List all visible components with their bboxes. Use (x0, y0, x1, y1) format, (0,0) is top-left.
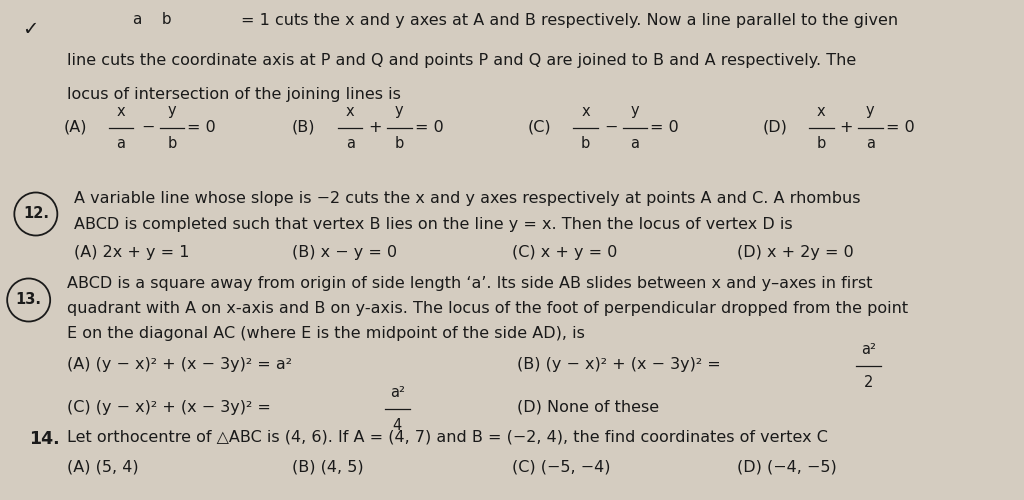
Text: +: + (369, 120, 382, 135)
Text: quadrant with A on x-axis and B on y-axis. The locus of the foot of perpendicula: quadrant with A on x-axis and B on y-axi… (67, 301, 907, 316)
Text: y: y (395, 104, 403, 118)
Text: ABCD is a square away from origin of side length ‘a’. Its side AB slides between: ABCD is a square away from origin of sid… (67, 276, 872, 291)
Text: (D) None of these: (D) None of these (517, 400, 659, 415)
Text: b: b (581, 136, 591, 152)
Text: (A) (y − x)² + (x − 3y)² = a²: (A) (y − x)² + (x − 3y)² = a² (67, 358, 292, 372)
Text: a: a (346, 136, 354, 152)
Text: A variable line whose slope is −2 cuts the x and y axes respectively at points A: A variable line whose slope is −2 cuts t… (74, 191, 860, 206)
Text: a: a (631, 136, 639, 152)
Text: ✓: ✓ (23, 20, 39, 39)
Text: a    b: a b (133, 12, 172, 28)
Text: x: x (582, 104, 590, 118)
Text: (C) (y − x)² + (x − 3y)² =: (C) (y − x)² + (x − 3y)² = (67, 400, 270, 415)
Text: (D): (D) (763, 120, 787, 135)
Text: (B): (B) (292, 120, 315, 135)
Text: locus of intersection of the joining lines is: locus of intersection of the joining lin… (67, 88, 400, 102)
Text: 13.: 13. (15, 292, 42, 308)
Text: (D) x + 2y = 0: (D) x + 2y = 0 (737, 245, 854, 260)
Text: (C): (C) (527, 120, 551, 135)
Text: = 0: = 0 (886, 120, 914, 135)
Text: (B) (y − x)² + (x − 3y)² =: (B) (y − x)² + (x − 3y)² = (517, 358, 721, 372)
Text: 4: 4 (392, 418, 402, 433)
Text: line cuts the coordinate axis at P and Q and points P and Q are joined to B and : line cuts the coordinate axis at P and Q… (67, 52, 856, 68)
Text: Let orthocentre of △ABC is (4, 6). If A = (4, 7) and B = (−2, 4), the find coord: Let orthocentre of △ABC is (4, 6). If A … (67, 430, 827, 445)
Text: b: b (816, 136, 826, 152)
Text: a²: a² (390, 385, 404, 400)
Text: b: b (394, 136, 404, 152)
Text: y: y (866, 104, 874, 118)
Text: (B) (4, 5): (B) (4, 5) (292, 459, 364, 474)
Text: 12.: 12. (23, 206, 49, 222)
Text: (A) 2x + y = 1: (A) 2x + y = 1 (74, 245, 189, 260)
Text: b: b (167, 136, 177, 152)
Text: = 0: = 0 (650, 120, 679, 135)
Text: ABCD is completed such that vertex B lies on the line y = x. Then the locus of v: ABCD is completed such that vertex B lie… (74, 218, 793, 232)
Text: y: y (631, 104, 639, 118)
Text: x: x (817, 104, 825, 118)
Text: = 1 cuts the x and y axes at A and B respectively. Now a line parallel to the gi: = 1 cuts the x and y axes at A and B res… (241, 12, 898, 28)
Text: (B) x − y = 0: (B) x − y = 0 (292, 245, 397, 260)
Text: y: y (168, 104, 176, 118)
Text: = 0: = 0 (187, 120, 216, 135)
Text: a: a (866, 136, 874, 152)
Text: (C) (−5, −4): (C) (−5, −4) (512, 459, 610, 474)
Text: x: x (346, 104, 354, 118)
Text: = 0: = 0 (415, 120, 443, 135)
Text: −: − (141, 120, 155, 135)
Text: (D) (−4, −5): (D) (−4, −5) (737, 459, 837, 474)
Text: 14.: 14. (29, 430, 59, 448)
Text: x: x (117, 104, 125, 118)
Text: 2: 2 (863, 375, 873, 390)
Text: +: + (840, 120, 853, 135)
Text: a²: a² (861, 342, 876, 357)
Text: (C) x + y = 0: (C) x + y = 0 (512, 245, 617, 260)
Text: (A): (A) (63, 120, 87, 135)
Text: (A) (5, 4): (A) (5, 4) (67, 459, 138, 474)
Text: E on the diagonal AC (where E is the midpoint of the side AD), is: E on the diagonal AC (where E is the mid… (67, 326, 585, 341)
Text: a: a (117, 136, 125, 152)
Text: −: − (604, 120, 617, 135)
